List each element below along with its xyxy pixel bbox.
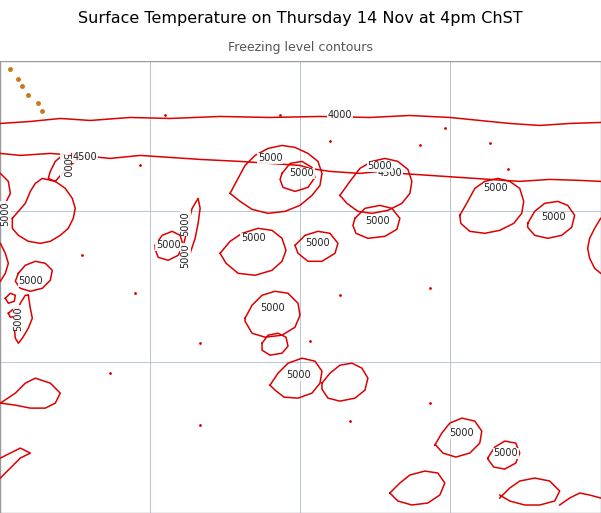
Text: 5000: 5000 bbox=[542, 212, 566, 222]
Text: 5000: 5000 bbox=[258, 153, 282, 164]
Text: 5000: 5000 bbox=[450, 428, 474, 438]
Text: Freezing level contours: Freezing level contours bbox=[228, 41, 373, 54]
Text: 5000: 5000 bbox=[290, 168, 314, 179]
Text: 4500: 4500 bbox=[73, 152, 97, 163]
Text: 5000: 5000 bbox=[285, 370, 310, 380]
Text: 5000: 5000 bbox=[241, 233, 266, 243]
Text: 5000: 5000 bbox=[368, 162, 392, 171]
Text: 5000: 5000 bbox=[60, 153, 70, 177]
Text: 5000: 5000 bbox=[180, 211, 190, 235]
Text: 5000: 5000 bbox=[156, 240, 180, 250]
Text: 4000: 4000 bbox=[328, 110, 352, 121]
Text: 5000: 5000 bbox=[18, 277, 43, 286]
Text: 5000: 5000 bbox=[13, 306, 23, 330]
Text: 5000: 5000 bbox=[365, 216, 390, 226]
Text: 5000: 5000 bbox=[483, 183, 508, 193]
Text: 4500: 4500 bbox=[377, 168, 402, 179]
Text: 5000: 5000 bbox=[180, 243, 190, 268]
Text: Surface Temperature on Thursday 14 Nov at 4pm ChST: Surface Temperature on Thursday 14 Nov a… bbox=[78, 11, 523, 26]
Text: 5000: 5000 bbox=[1, 201, 10, 226]
Text: 5000: 5000 bbox=[493, 448, 518, 458]
Text: 5000: 5000 bbox=[306, 239, 331, 248]
Text: 5000: 5000 bbox=[260, 303, 284, 313]
